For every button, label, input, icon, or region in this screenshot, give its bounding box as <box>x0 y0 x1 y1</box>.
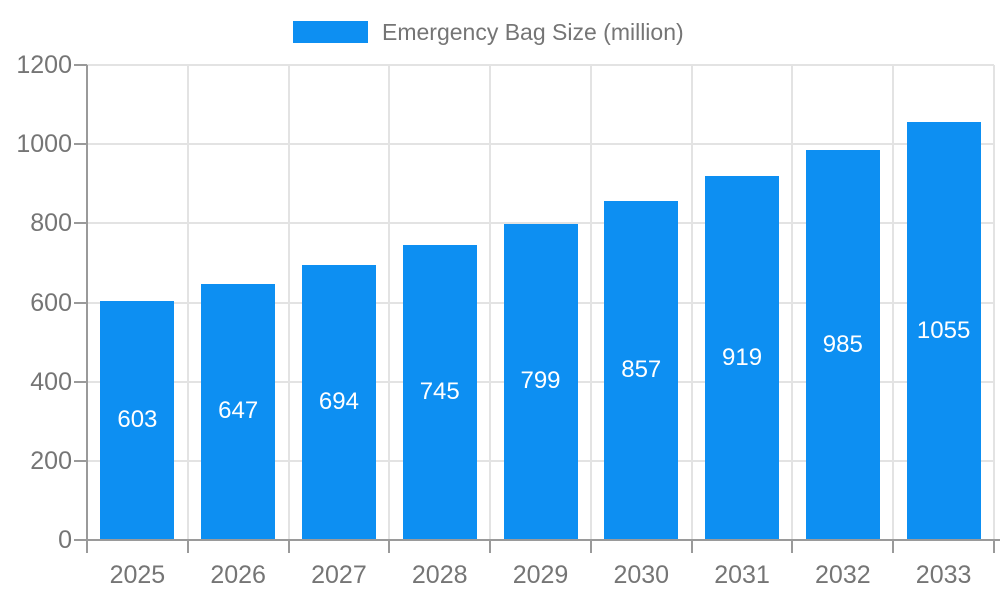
v-gridline <box>690 65 693 540</box>
y-tick-label: 1200 <box>16 51 72 79</box>
x-tick <box>993 540 995 553</box>
y-tick <box>74 64 87 66</box>
x-tick <box>489 540 492 553</box>
y-tick-label: 800 <box>30 209 72 238</box>
y-tick <box>74 459 87 462</box>
x-tick-label: 2030 <box>613 561 670 589</box>
x-tick-label: 2032 <box>815 561 871 589</box>
y-tick <box>74 222 87 225</box>
h-gridline <box>87 64 994 66</box>
legend-label: Emergency Bag Size (million) <box>382 19 684 45</box>
v-gridline <box>388 65 391 540</box>
bar-value-label: 1055 <box>916 316 971 344</box>
y-tick <box>74 380 87 383</box>
x-tick <box>589 540 592 553</box>
y-tick-label: 400 <box>30 367 72 396</box>
v-gridline <box>287 65 290 540</box>
bar[interactable]: 745 <box>402 245 477 539</box>
bar-value-label: 857 <box>621 355 662 383</box>
bar-value-label: 919 <box>722 343 763 371</box>
v-gridline <box>489 65 492 540</box>
h-gridline <box>87 222 994 225</box>
bar[interactable]: 694 <box>301 265 376 539</box>
x-axis-line <box>75 539 1000 541</box>
legend-swatch-icon <box>293 21 368 43</box>
v-gridline <box>993 65 995 540</box>
y-tick-label: 200 <box>30 446 72 475</box>
x-tick-label: 2026 <box>210 561 266 589</box>
bar[interactable]: 919 <box>705 176 780 539</box>
x-tick <box>791 540 794 553</box>
bar-value-label: 799 <box>520 367 561 395</box>
v-gridline <box>186 65 189 540</box>
x-tick <box>892 540 895 553</box>
bar-value-label: 694 <box>318 388 359 416</box>
y-tick <box>74 301 87 304</box>
x-tick-label: 2031 <box>714 561 770 589</box>
bar[interactable]: 985 <box>805 150 880 539</box>
y-axis-line <box>86 65 88 553</box>
y-tick-label: 0 <box>58 526 72 554</box>
x-tick-label: 2029 <box>512 561 569 589</box>
bar[interactable]: 799 <box>503 223 578 539</box>
y-tick-label: 600 <box>30 288 72 317</box>
x-tick <box>388 540 391 553</box>
v-gridline <box>892 65 895 540</box>
v-gridline <box>589 65 592 540</box>
v-gridline <box>791 65 794 540</box>
bar[interactable]: 603 <box>100 301 175 539</box>
y-tick <box>74 143 87 146</box>
y-tick-label: 1000 <box>16 130 72 159</box>
bar[interactable]: 857 <box>604 200 679 539</box>
x-tick-label: 2033 <box>915 561 972 589</box>
legend-item[interactable]: Emergency Bag Size (million) <box>293 19 684 45</box>
x-tick-label: 2027 <box>311 561 367 589</box>
x-tick <box>186 540 189 553</box>
bar-value-label: 745 <box>419 378 460 406</box>
bar-value-label: 647 <box>218 397 259 425</box>
bar-value-label: 985 <box>822 330 863 358</box>
bar[interactable]: 1055 <box>906 122 981 539</box>
x-tick <box>287 540 290 553</box>
h-gridline <box>87 143 994 146</box>
bar[interactable]: 647 <box>201 283 276 539</box>
bar-value-label: 603 <box>117 406 158 434</box>
x-tick-label: 2028 <box>411 561 468 589</box>
x-tick-label: 2025 <box>109 561 166 589</box>
x-tick <box>690 540 693 553</box>
